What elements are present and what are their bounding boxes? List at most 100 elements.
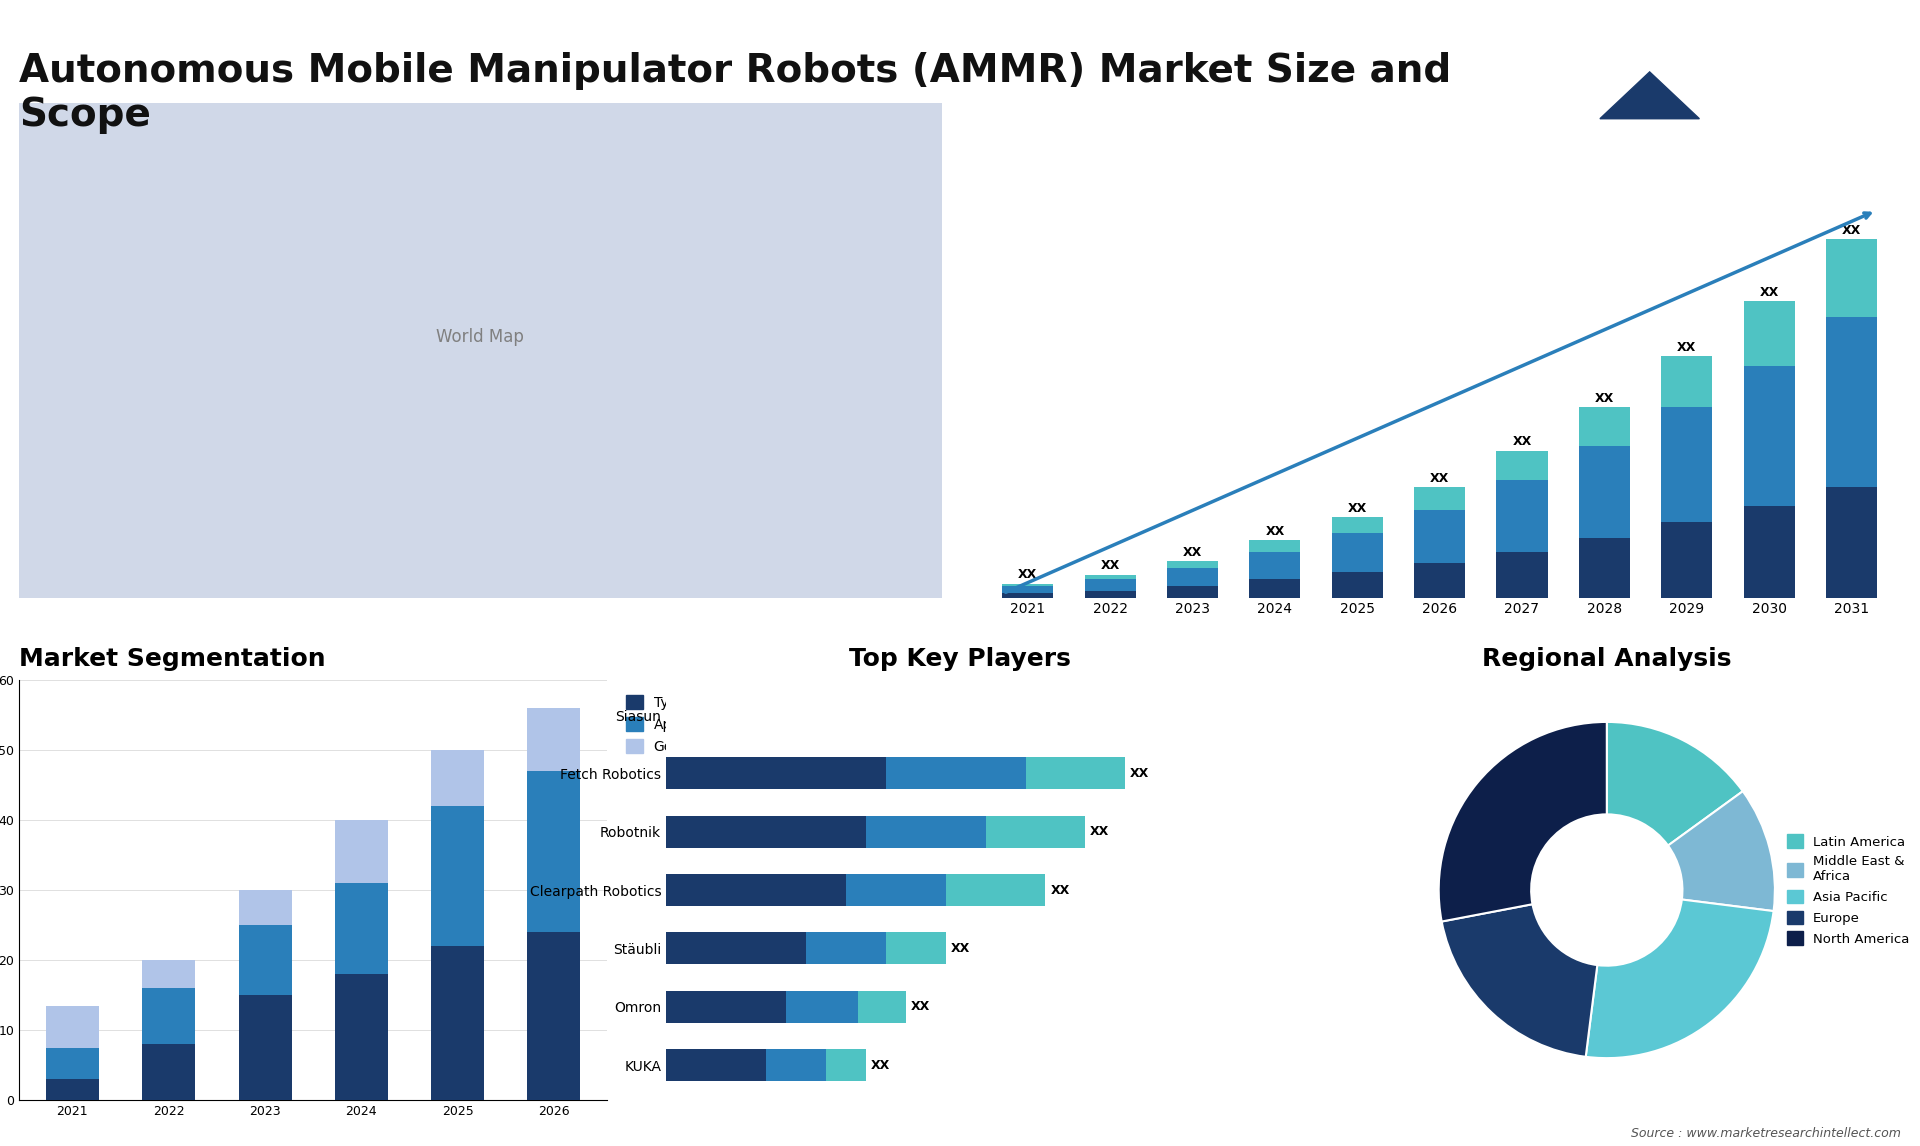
Text: XX: XX [870,1059,889,1072]
Bar [826,1049,866,1081]
Wedge shape [1668,791,1774,911]
Text: XX: XX [1513,435,1532,448]
Bar [1743,366,1795,505]
Bar [766,1049,826,1081]
Bar [1250,551,1300,579]
Text: XX: XX [1430,472,1450,485]
Bar [885,933,947,965]
Bar [334,821,388,884]
Bar [1085,574,1137,579]
Bar [1496,551,1548,597]
Bar [1332,572,1382,597]
Bar [1826,487,1878,597]
Bar [1826,240,1878,317]
Bar [1415,487,1465,510]
Bar [666,990,785,1022]
Bar [1578,407,1630,446]
Text: XX: XX [1596,392,1615,405]
Bar [528,932,580,1100]
Text: XX: XX [1265,525,1284,537]
Bar [1250,579,1300,597]
Bar [238,890,292,925]
Bar [238,925,292,995]
Bar [666,874,845,906]
Bar [1332,517,1382,533]
Text: XX: XX [1183,545,1202,558]
Bar [1661,356,1713,407]
Bar [666,758,885,790]
Bar [1167,567,1217,586]
Bar [1167,560,1217,567]
Bar [666,933,806,965]
Bar [1661,407,1713,521]
Text: XX: XX [1018,568,1037,581]
Text: MARKET
RESEARCH
INTELLECT: MARKET RESEARCH INTELLECT [1757,60,1818,95]
Bar [334,884,388,974]
Text: XX: XX [1759,286,1778,299]
Bar [1002,583,1054,586]
Text: XX: XX [910,1000,929,1013]
Text: XX: XX [1676,342,1695,354]
Bar [1578,537,1630,597]
Bar [142,988,196,1044]
Wedge shape [1607,722,1743,846]
Bar [46,1047,100,1080]
Bar [785,990,858,1022]
Legend: Latin America, Middle East &
Africa, Asia Pacific, Europe, North America: Latin America, Middle East & Africa, Asi… [1782,829,1914,951]
Title: Regional Analysis: Regional Analysis [1482,647,1732,672]
Bar [432,806,484,947]
Wedge shape [1442,904,1597,1057]
Wedge shape [1586,900,1774,1058]
Wedge shape [1438,722,1607,921]
Bar [1167,586,1217,597]
Polygon shape [1599,72,1699,119]
Bar [806,933,885,965]
Polygon shape [1565,36,1736,119]
Text: World Map: World Map [436,329,524,346]
Bar [1085,590,1137,597]
Bar [432,947,484,1100]
Bar [1002,586,1054,592]
Text: XX: XX [950,942,970,955]
Bar [1496,450,1548,480]
Bar [1743,301,1795,366]
Text: XX: XX [1348,502,1367,515]
Title: Top Key Players: Top Key Players [849,647,1071,672]
Bar [1415,563,1465,597]
Bar [238,995,292,1100]
Text: XX: XX [1131,767,1150,780]
Bar [1025,758,1125,790]
Bar [858,990,906,1022]
Bar [432,749,484,806]
Bar [1661,521,1713,597]
Bar [845,874,947,906]
Bar [1496,480,1548,551]
Legend: Type, Application, Geography: Type, Application, Geography [626,696,732,754]
Text: XX: XX [1050,884,1069,896]
Bar [46,1005,100,1047]
Bar [1826,317,1878,487]
Bar [528,771,580,932]
Bar [142,960,196,988]
Bar [947,874,1046,906]
Bar [528,708,580,771]
Bar [1332,533,1382,572]
Bar [1578,446,1630,537]
Bar [334,974,388,1100]
Bar [142,1044,196,1100]
Bar [1415,510,1465,563]
Text: XX: XX [1091,825,1110,838]
Bar [1085,579,1137,590]
Bar [866,816,985,848]
Bar [666,1049,766,1081]
Text: Market Segmentation: Market Segmentation [19,647,326,672]
Bar [1002,592,1054,597]
Text: Autonomous Mobile Manipulator Robots (AMMR) Market Size and
Scope: Autonomous Mobile Manipulator Robots (AM… [19,52,1452,134]
Bar [885,758,1025,790]
Bar [666,816,866,848]
Bar [46,1080,100,1100]
Bar [1250,540,1300,551]
Text: Source : www.marketresearchintellect.com: Source : www.marketresearchintellect.com [1630,1128,1901,1140]
Text: XX: XX [1841,223,1860,237]
Bar [1743,505,1795,597]
